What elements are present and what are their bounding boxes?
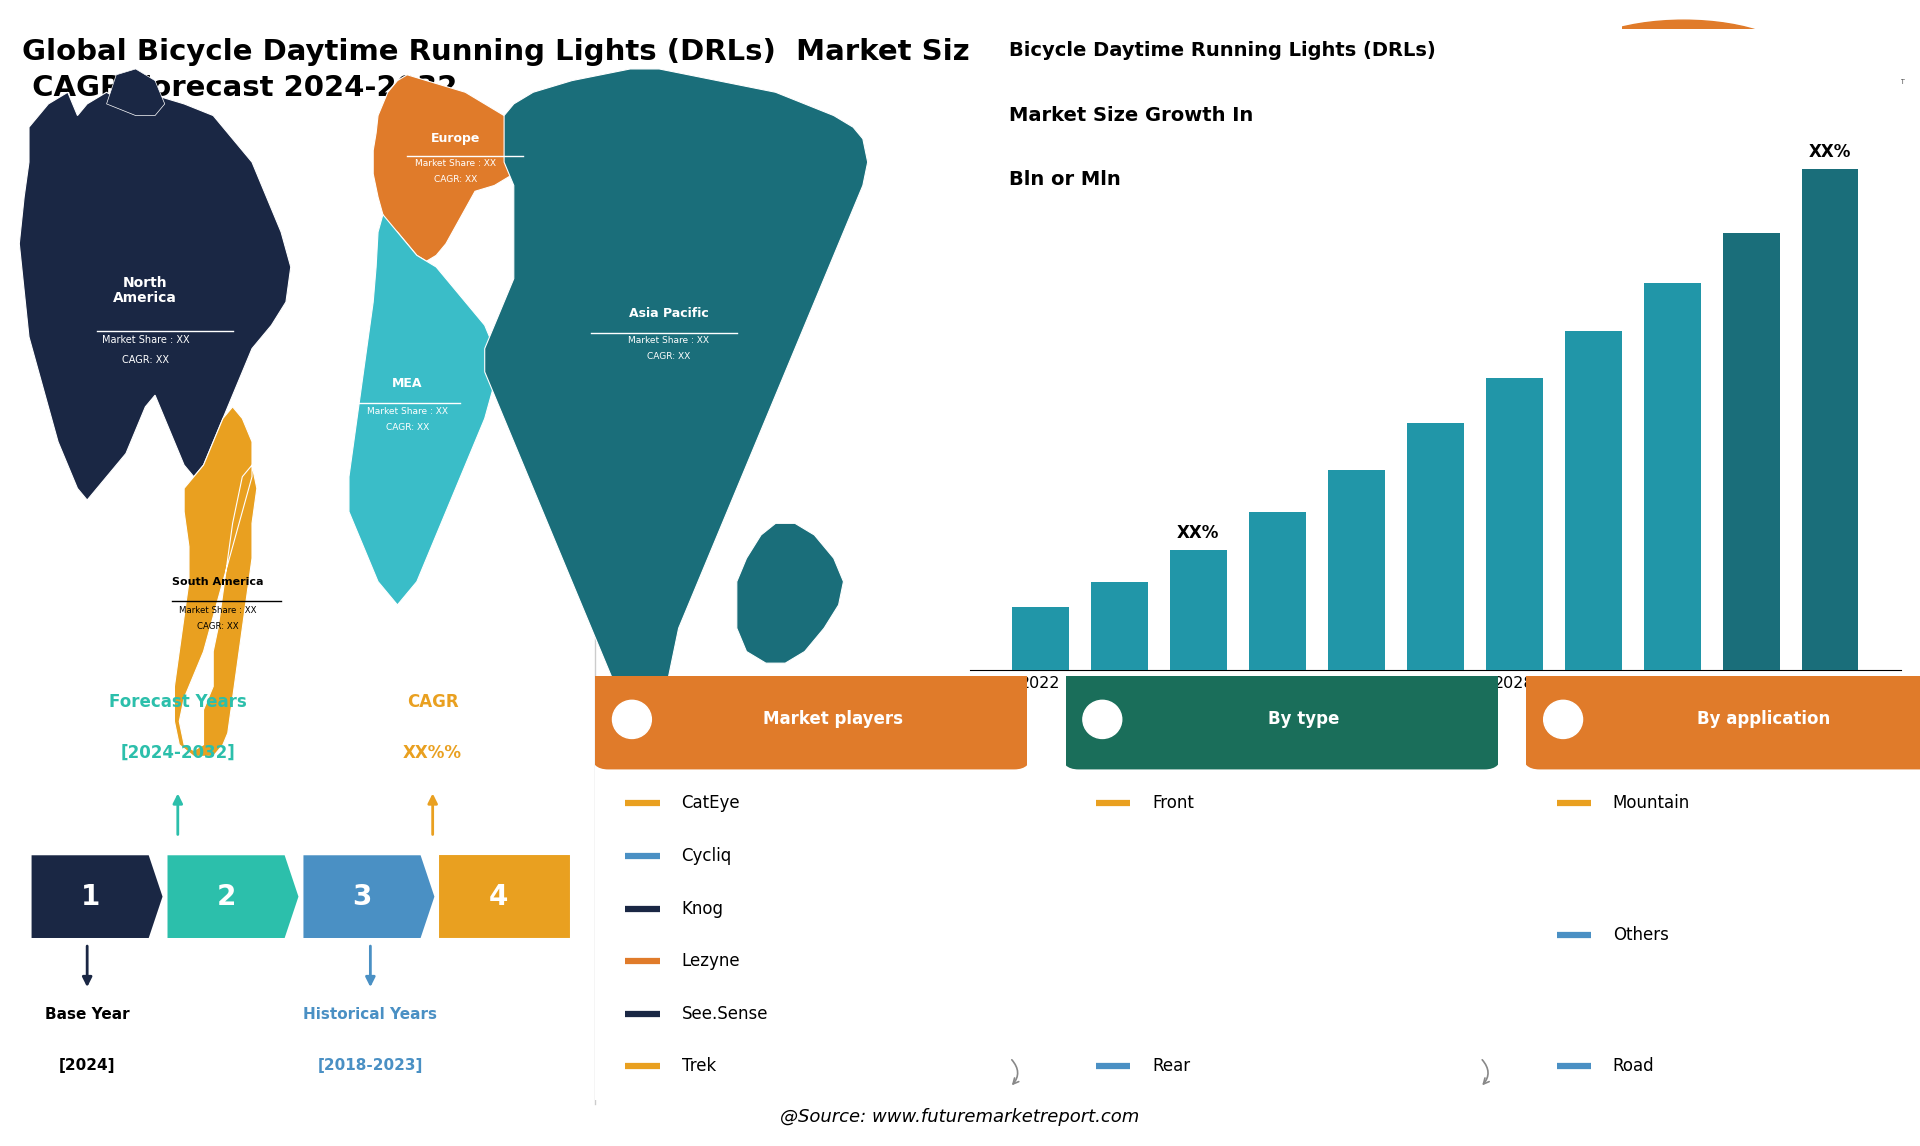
- FancyBboxPatch shape: [1062, 669, 1501, 769]
- Text: See.Sense: See.Sense: [682, 1005, 768, 1022]
- Circle shape: [1544, 700, 1582, 738]
- Text: Market Share : XX: Market Share : XX: [367, 407, 447, 416]
- Text: CAGR: XX: CAGR: XX: [198, 622, 238, 631]
- FancyBboxPatch shape: [1523, 748, 1920, 1105]
- Text: XX%: XX%: [1177, 524, 1219, 542]
- Text: Lezyne: Lezyne: [682, 952, 741, 970]
- Polygon shape: [108, 69, 165, 116]
- Text: Market Share : XX: Market Share : XX: [415, 158, 495, 167]
- Text: 4: 4: [488, 882, 509, 911]
- Text: Historical Years: Historical Years: [303, 1007, 438, 1022]
- Text: 1: 1: [81, 882, 100, 911]
- Text: Asia Pacific: Asia Pacific: [630, 307, 708, 320]
- Text: Others: Others: [1613, 926, 1668, 944]
- Text: Base Year: Base Year: [44, 1007, 129, 1022]
- Polygon shape: [301, 854, 436, 939]
- Text: North
America: North America: [113, 276, 177, 305]
- Bar: [1091, 581, 1148, 670]
- Text: Market Share : XX: Market Share : XX: [628, 336, 708, 345]
- Text: CAGR: XX: CAGR: XX: [434, 175, 478, 185]
- Polygon shape: [349, 214, 495, 605]
- Polygon shape: [167, 854, 300, 939]
- Text: [2024-2032]: [2024-2032]: [121, 744, 234, 762]
- Circle shape: [612, 700, 651, 738]
- Text: XX%%: XX%%: [403, 744, 463, 762]
- Text: Bicycle Daytime Running Lights (DRLs): Bicycle Daytime Running Lights (DRLs): [1008, 41, 1436, 61]
- Bar: [1012, 607, 1069, 670]
- Text: CAGR: XX: CAGR: XX: [647, 352, 691, 361]
- Circle shape: [1083, 700, 1121, 738]
- Bar: [1644, 283, 1701, 670]
- Text: Rear: Rear: [1152, 1058, 1190, 1075]
- Text: Market players: Market players: [762, 711, 902, 729]
- Text: [2024]: [2024]: [60, 1058, 115, 1073]
- Bar: [1565, 331, 1622, 670]
- Text: Trek: Trek: [682, 1058, 716, 1075]
- Polygon shape: [737, 524, 843, 664]
- Bar: [1329, 471, 1384, 670]
- Text: CatEye: CatEye: [682, 794, 741, 813]
- Polygon shape: [372, 74, 524, 261]
- Bar: [1486, 378, 1542, 670]
- Text: CAGR Forecast 2024-2032: CAGR Forecast 2024-2032: [21, 74, 457, 102]
- Bar: [1169, 550, 1227, 670]
- Bar: [1801, 168, 1859, 670]
- Text: 2: 2: [217, 882, 236, 911]
- Text: @Source: www.futuremarketreport.com: @Source: www.futuremarketreport.com: [780, 1108, 1140, 1127]
- Text: South America: South America: [173, 576, 263, 587]
- Text: XX%: XX%: [1809, 143, 1851, 162]
- Text: Forecast Years: Forecast Years: [109, 693, 246, 712]
- Polygon shape: [484, 69, 868, 722]
- Text: FMR: FMR: [1816, 37, 1851, 52]
- Text: FMR: FMR: [1668, 54, 1699, 66]
- Polygon shape: [175, 407, 257, 756]
- Polygon shape: [31, 854, 163, 939]
- Text: CAGR: XX: CAGR: XX: [121, 354, 169, 364]
- Bar: [1407, 423, 1463, 670]
- Text: Market Share : XX: Market Share : XX: [102, 335, 190, 345]
- FancyBboxPatch shape: [591, 669, 1031, 769]
- Polygon shape: [19, 92, 290, 500]
- Text: Global Bicycle Daytime Running Lights (DRLs)  Market Size and Growth |: Global Bicycle Daytime Running Lights (D…: [21, 38, 1212, 66]
- FancyBboxPatch shape: [1523, 669, 1920, 769]
- Text: FUTURE MARKET REPORT: FUTURE MARKET REPORT: [1816, 79, 1905, 85]
- Text: 3: 3: [353, 882, 372, 911]
- Text: Bln or Mln: Bln or Mln: [1008, 170, 1121, 189]
- Text: Market Size Growth In: Market Size Growth In: [1008, 105, 1254, 125]
- FancyBboxPatch shape: [1062, 748, 1501, 1105]
- Text: Road: Road: [1613, 1058, 1655, 1075]
- Text: Mountain: Mountain: [1613, 794, 1690, 813]
- Text: Knog: Knog: [682, 900, 724, 918]
- Bar: [1722, 233, 1780, 670]
- Text: By application: By application: [1697, 711, 1830, 729]
- Text: Front: Front: [1152, 794, 1194, 813]
- Polygon shape: [378, 214, 392, 250]
- Text: CAGR: XX: CAGR: XX: [386, 423, 428, 432]
- Text: Cycliq: Cycliq: [682, 847, 732, 865]
- Polygon shape: [438, 854, 572, 939]
- Bar: [1248, 512, 1306, 670]
- FancyBboxPatch shape: [591, 748, 1031, 1105]
- Text: CAGR: CAGR: [407, 693, 459, 712]
- Text: Market Share : XX: Market Share : XX: [179, 606, 257, 615]
- Circle shape: [1567, 21, 1801, 111]
- Text: [2018-2023]: [2018-2023]: [317, 1058, 422, 1073]
- Text: MEA: MEA: [392, 377, 422, 390]
- Text: Europe: Europe: [430, 132, 480, 146]
- Text: By type: By type: [1267, 711, 1338, 729]
